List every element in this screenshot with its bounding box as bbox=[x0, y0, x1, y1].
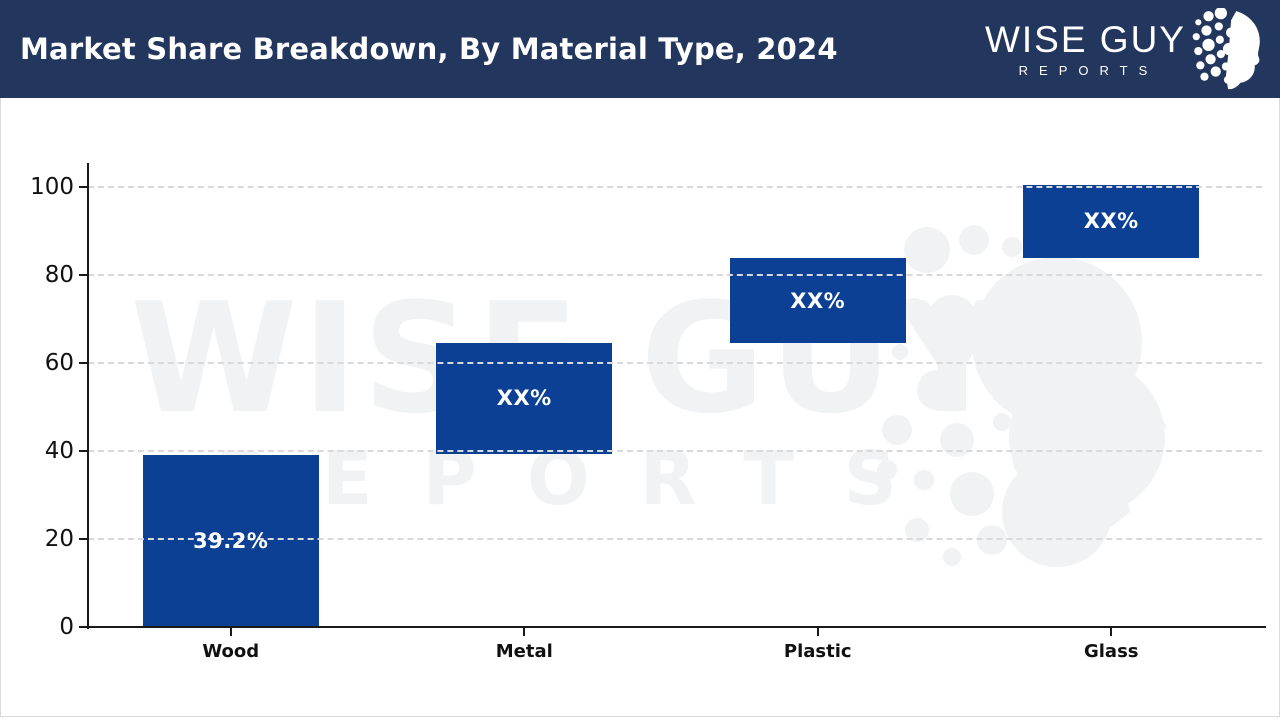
y-tick-label: 20 bbox=[44, 526, 74, 552]
header-bar: Market Share Breakdown, By Material Type… bbox=[0, 0, 1280, 98]
y-axis-line bbox=[87, 163, 89, 629]
x-axis-line bbox=[87, 626, 1266, 628]
dotted-head-icon bbox=[1192, 8, 1260, 90]
gridline-100 bbox=[88, 186, 1262, 188]
y-tick-100 bbox=[79, 186, 87, 188]
gridline-80 bbox=[88, 274, 1262, 276]
y-tick-label: 60 bbox=[44, 350, 74, 376]
wise-guy-reports-logo: WISE GUY REPORTS bbox=[985, 8, 1266, 90]
x-tick-metal bbox=[523, 627, 526, 636]
bar-wood bbox=[142, 454, 319, 627]
gridline-40 bbox=[88, 450, 1262, 452]
y-tick-label: 0 bbox=[59, 614, 74, 640]
logo-wordmark: WISE GUY bbox=[984, 19, 1186, 60]
y-tick-label: 80 bbox=[44, 262, 74, 288]
category-label: Wood bbox=[202, 641, 260, 662]
gridline-20 bbox=[88, 538, 1262, 540]
logo-subtitle: REPORTS bbox=[1018, 63, 1159, 78]
y-tick-label: 100 bbox=[30, 174, 74, 200]
bar-plastic bbox=[729, 258, 906, 343]
category-label: Glass bbox=[1083, 641, 1139, 662]
y-tick-label: 40 bbox=[44, 438, 74, 464]
category-label: Plastic bbox=[783, 641, 852, 662]
bar-glass bbox=[1023, 184, 1200, 258]
logo-text: WISE GUY REPORTS bbox=[985, 21, 1186, 77]
x-tick-plastic bbox=[816, 627, 819, 636]
y-tick-40 bbox=[79, 450, 87, 452]
x-tick-glass bbox=[1110, 627, 1113, 636]
x-tick-wood bbox=[229, 627, 232, 636]
y-tick-60 bbox=[79, 362, 87, 364]
category-label: Metal bbox=[495, 641, 553, 662]
y-tick-0 bbox=[79, 626, 87, 628]
y-tick-80 bbox=[79, 274, 87, 276]
gridline-60 bbox=[88, 362, 1262, 364]
page-title: Market Share Breakdown, By Material Type… bbox=[20, 32, 838, 66]
y-tick-20 bbox=[79, 538, 87, 540]
bar-metal bbox=[436, 342, 613, 455]
